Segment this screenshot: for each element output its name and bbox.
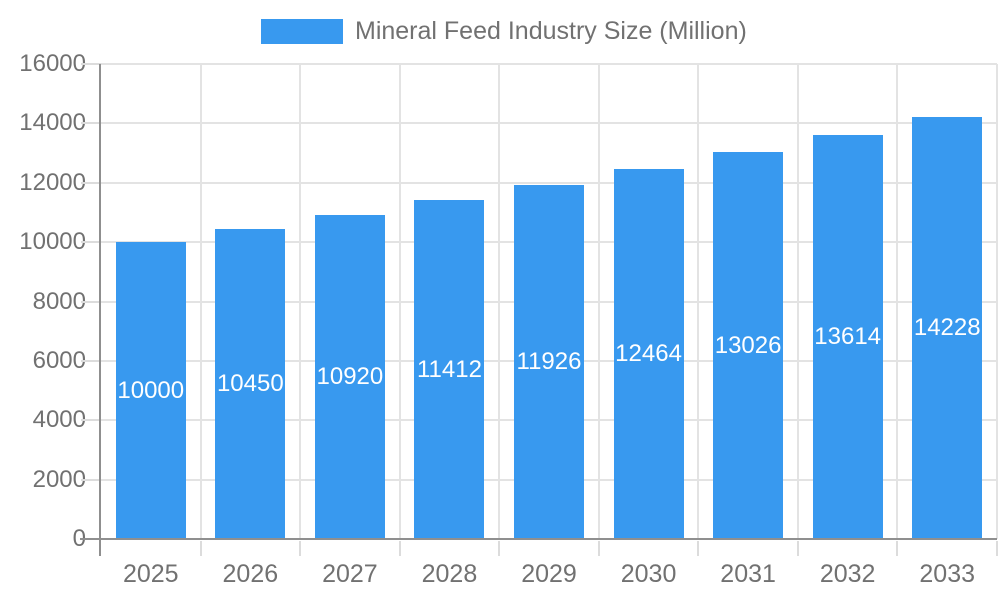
- bar-2030[interactable]: [613, 168, 684, 538]
- y-axis-label: 10000: [19, 228, 86, 256]
- y-axis-label: 12000: [19, 168, 86, 196]
- gridline-vertical: [199, 64, 202, 539]
- y-axis-tick: [81, 63, 101, 65]
- gridline-vertical: [597, 64, 600, 539]
- x-axis-tick: [796, 541, 799, 556]
- x-axis-tick: [697, 541, 700, 556]
- y-axis-label: 8000: [32, 287, 86, 315]
- y-axis-label: 4000: [32, 406, 86, 434]
- bar-2033[interactable]: [912, 116, 983, 538]
- gridline-vertical: [398, 64, 401, 539]
- y-axis-tick: [81, 122, 101, 125]
- y-axis-tick: [81, 241, 101, 244]
- bar-2028[interactable]: [414, 200, 485, 538]
- x-axis-tick: [996, 541, 998, 556]
- x-axis-tick: [199, 541, 202, 556]
- bar-value-label: 13614: [814, 322, 882, 350]
- x-axis-tick: [398, 541, 401, 556]
- bar-2026[interactable]: [215, 228, 286, 538]
- y-axis-tick: [81, 359, 101, 362]
- bar-value-label: 14228: [913, 313, 981, 341]
- bar-value-label: 12464: [615, 339, 682, 367]
- y-axis-tick: [81, 300, 101, 303]
- gridline-vertical: [498, 64, 501, 539]
- bar-value-label: 10450: [216, 369, 284, 397]
- y-axis-label: 2000: [32, 465, 86, 493]
- x-axis-label: 2028: [421, 560, 478, 588]
- y-axis-tick: [81, 419, 101, 422]
- x-axis-line: [80, 538, 997, 540]
- bar-value-label: 11926: [516, 347, 582, 375]
- gridline-horizontal: [101, 181, 997, 184]
- x-axis-tick: [597, 541, 600, 556]
- y-axis-line: [99, 64, 101, 556]
- bar-2027[interactable]: [314, 214, 385, 538]
- bar-2032[interactable]: [812, 134, 883, 538]
- y-axis-label: 14000: [19, 109, 86, 137]
- bar-2025[interactable]: [115, 242, 186, 538]
- x-axis-tick: [896, 541, 899, 556]
- x-axis-label: 2031: [720, 560, 776, 588]
- y-axis-tick: [81, 478, 101, 481]
- y-axis-tick: [81, 181, 101, 184]
- x-axis-label: 2025: [122, 560, 179, 588]
- x-axis-label: 2027: [322, 560, 378, 588]
- bar-2029[interactable]: [514, 184, 584, 538]
- gridline-vertical: [796, 64, 799, 539]
- gridline-vertical: [896, 64, 899, 539]
- x-axis-label: 2029: [521, 560, 577, 588]
- bar-value-label: 10000: [117, 376, 185, 404]
- bar-value-label: 10920: [316, 362, 384, 390]
- gridline-horizontal: [101, 122, 997, 125]
- x-axis-label: 2033: [919, 560, 976, 588]
- y-axis-label: 16000: [19, 50, 86, 77]
- y-axis-label: 6000: [32, 346, 86, 374]
- gridline-vertical: [996, 64, 998, 539]
- bar-value-label: 11412: [416, 355, 482, 383]
- x-axis-label: 2026: [222, 560, 279, 588]
- x-axis-tick: [299, 541, 302, 556]
- legend-label: Mineral Feed Industry Size (Million): [355, 17, 747, 45]
- legend[interactable]: Mineral Feed Industry Size (Million): [261, 19, 747, 44]
- gridline-horizontal: [101, 63, 997, 65]
- x-axis-label: 2030: [620, 560, 677, 588]
- y-axis-label: 0: [72, 525, 86, 552]
- x-axis-label: 2032: [819, 560, 876, 588]
- legend-swatch: [261, 19, 343, 44]
- x-axis-tick: [498, 541, 501, 556]
- bar-value-label: 13026: [714, 331, 782, 359]
- gridline-vertical: [299, 64, 302, 539]
- bar-2031[interactable]: [713, 152, 784, 538]
- gridline-vertical: [697, 64, 700, 539]
